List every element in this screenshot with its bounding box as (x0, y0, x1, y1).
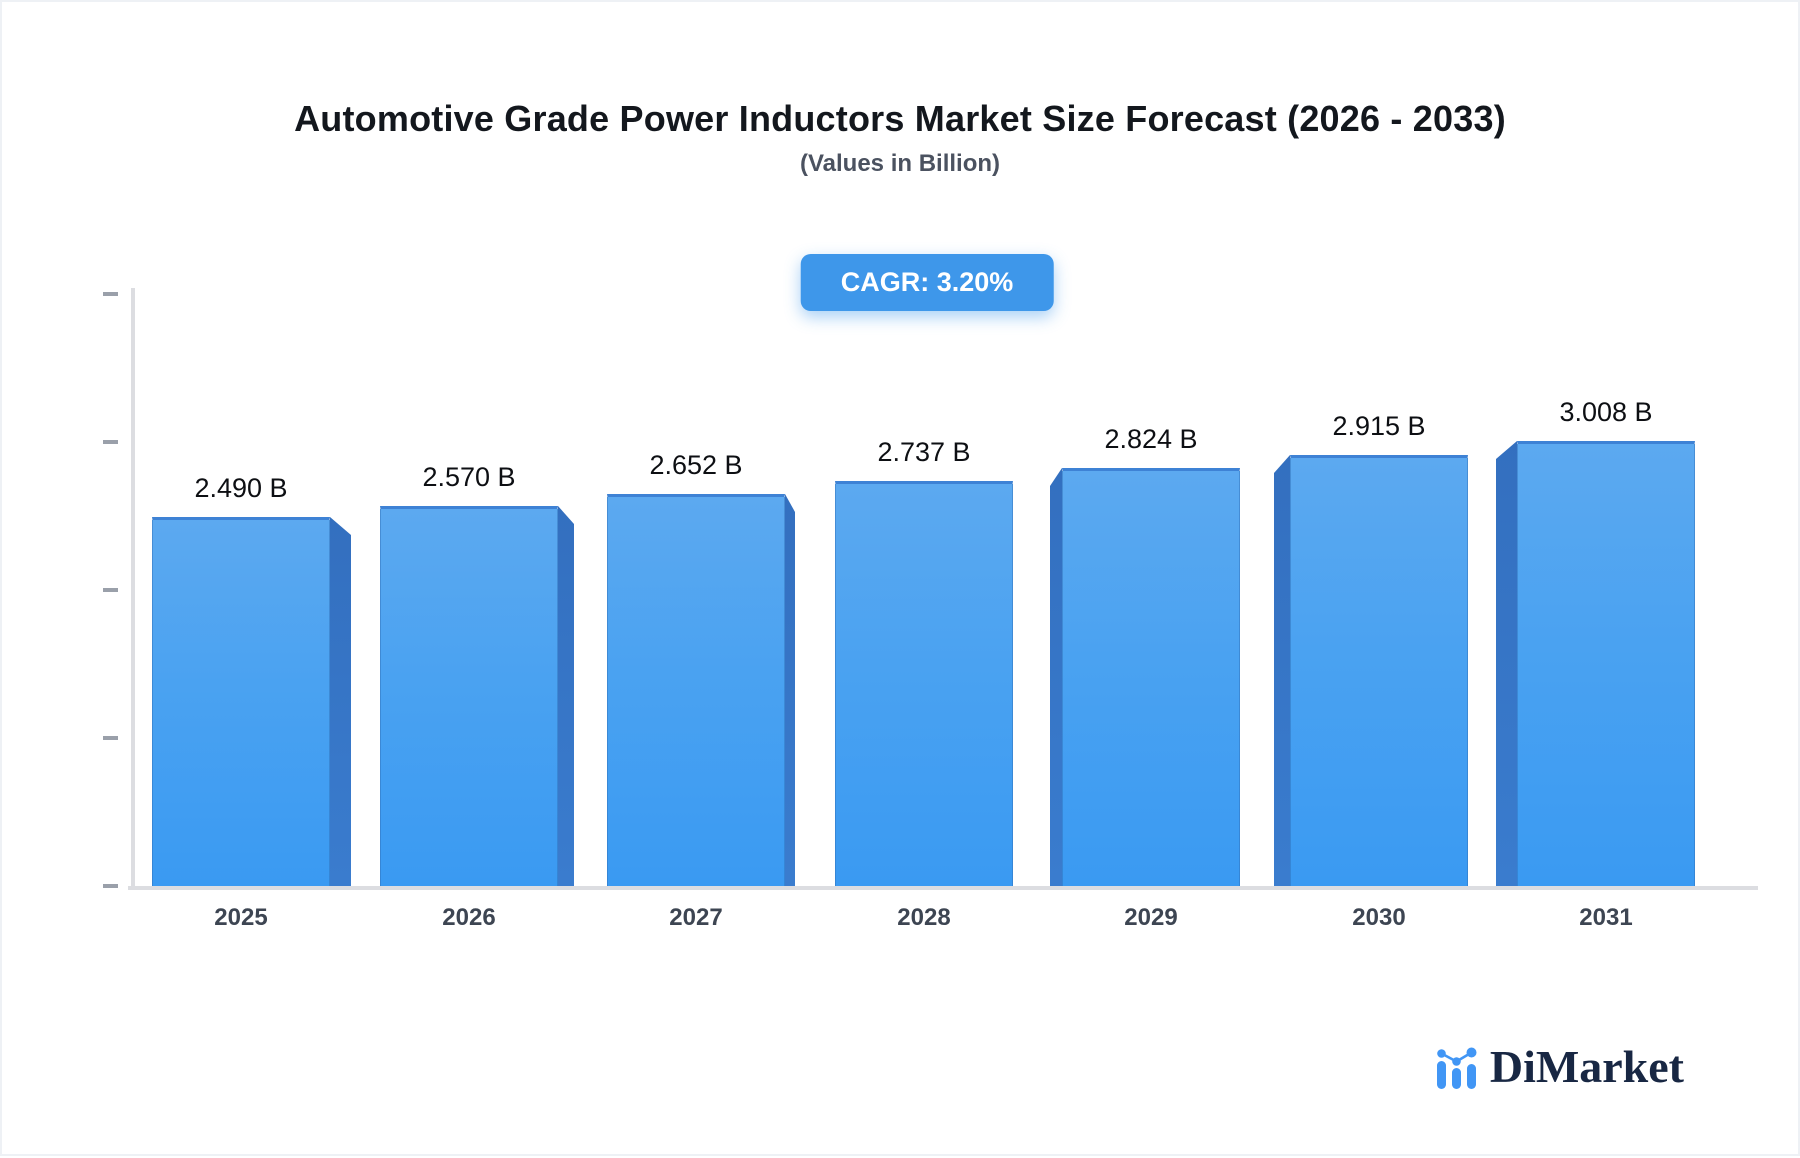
dimarket-logo: DiMarket (1436, 1044, 1684, 1090)
y-axis-line (131, 288, 135, 890)
y-tick-mark (103, 884, 118, 888)
bar-3d-side (785, 494, 795, 886)
x-axis-label: 2028 (897, 904, 951, 931)
bar-line-chart-icon (1436, 1046, 1477, 1089)
bar-value-label: 2.570 B (422, 462, 516, 492)
x-axis-label: 2027 (669, 904, 723, 931)
bar-3d-side (1050, 468, 1062, 886)
bar-value-label: 2.824 B (1104, 424, 1198, 454)
bar-2031 (1517, 441, 1695, 886)
bar-3d-side (1496, 441, 1517, 886)
chart-subtitle: (Values in Billion) (799, 150, 1001, 177)
x-axis-label: 2029 (1124, 904, 1178, 931)
bar-value-label: 2.915 B (1332, 411, 1426, 441)
bar-2029 (1062, 468, 1240, 886)
bar-3d-side (558, 506, 574, 886)
bar-3d-side (1274, 455, 1290, 886)
y-tick-mark (103, 736, 118, 740)
y-tick-mark (103, 588, 118, 592)
cagr-badge: CAGR: 3.20% (800, 254, 1054, 311)
bar-2030 (1290, 455, 1468, 886)
logo-text: DiMarket (1489, 1041, 1684, 1092)
bar-2028 (835, 481, 1013, 886)
x-axis-baseline (128, 886, 1758, 890)
bar-2026 (380, 506, 558, 886)
bar-3d-side (330, 517, 351, 886)
y-tick-mark (103, 440, 118, 444)
x-axis-label: 2030 (1352, 904, 1406, 931)
bar-value-label: 2.652 B (649, 450, 743, 480)
x-axis-label: 2026 (442, 904, 496, 931)
bar-2027 (607, 494, 785, 886)
chart-title: Automotive Grade Power Inductors Market … (294, 98, 1506, 139)
bar-2025 (152, 517, 330, 886)
bar-value-label: 3.008 B (1559, 397, 1653, 427)
y-tick-mark (103, 292, 118, 296)
bar-value-label: 2.490 B (194, 473, 288, 503)
bar-value-label: 2.737 B (877, 437, 971, 467)
x-axis-label: 2031 (1579, 904, 1633, 931)
x-axis-label: 2025 (214, 904, 268, 931)
